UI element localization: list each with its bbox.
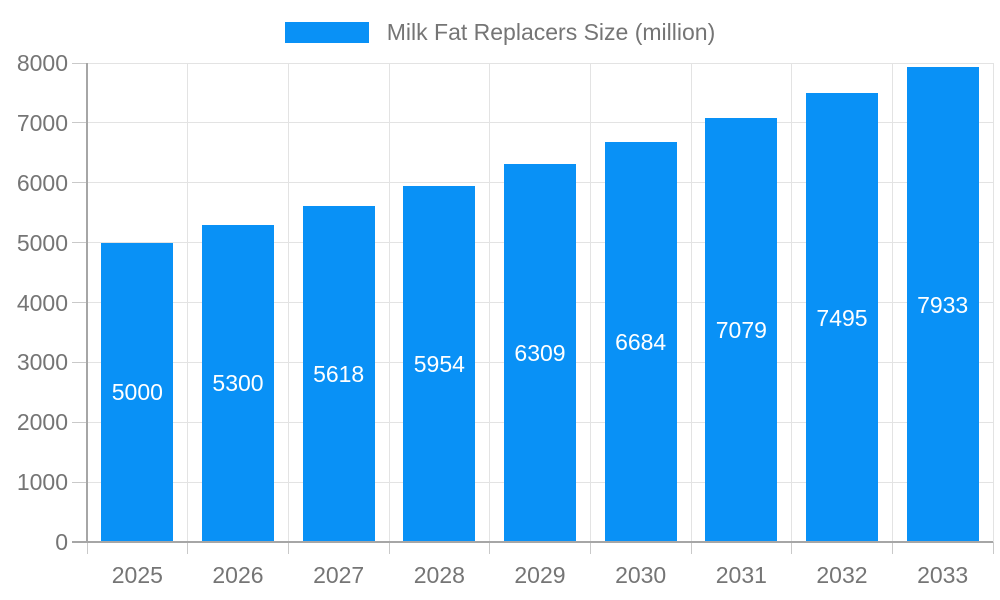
x-axis-tick — [791, 542, 793, 554]
x-axis-tick — [992, 542, 994, 554]
y-gridline — [87, 122, 993, 124]
bar-value-label: 5954 — [413, 350, 465, 377]
y-axis-label: 4000 — [16, 289, 68, 316]
legend-swatch — [284, 21, 369, 43]
bar-2031 — [705, 118, 778, 541]
y-axis-tick — [72, 62, 87, 64]
y-axis-tick — [72, 421, 87, 423]
x-axis-tick — [86, 542, 88, 554]
bar-value-label: 5300 — [212, 370, 264, 397]
y-axis-label: 0 — [55, 529, 68, 555]
y-axis-tick — [72, 182, 87, 184]
bar-2032 — [806, 93, 878, 541]
x-axis-tick — [187, 542, 189, 554]
y-axis-tick — [72, 361, 87, 363]
bar-2025 — [101, 242, 174, 541]
x-axis-label: 2026 — [212, 562, 264, 588]
y-axis-label: 1000 — [16, 469, 68, 496]
x-axis-tick — [287, 542, 289, 554]
bar-value-label: 7933 — [917, 291, 969, 318]
x-axis-label: 2029 — [514, 562, 566, 588]
x-gridline — [791, 63, 793, 542]
bar-value-label: 7079 — [715, 317, 767, 344]
y-axis-line — [86, 63, 88, 542]
bar-2028 — [403, 185, 476, 541]
x-gridline — [388, 63, 390, 542]
x-gridline — [287, 63, 289, 542]
y-axis-tick — [72, 481, 87, 483]
y-axis-label: 2000 — [16, 409, 68, 436]
x-gridline — [891, 63, 893, 542]
x-gridline — [187, 63, 189, 542]
y-axis-label: 5000 — [16, 229, 68, 256]
x-axis-tick — [589, 542, 591, 554]
y-axis-tick — [72, 302, 87, 303]
x-axis-label: 2033 — [917, 562, 969, 588]
bar-value-label: 5618 — [313, 360, 365, 387]
y-axis-tick — [72, 122, 87, 124]
x-axis-tick — [690, 542, 692, 554]
bar-2027 — [302, 205, 375, 541]
legend: Milk Fat Replacers Size (million) — [0, 18, 1000, 46]
x-gridline — [589, 63, 591, 542]
x-gridline — [690, 63, 692, 542]
bar-2033 — [906, 67, 979, 541]
legend-label: Milk Fat Replacers Size (million) — [386, 18, 716, 45]
y-axis-tick — [72, 242, 87, 244]
x-gridline — [489, 63, 491, 542]
y-axis-label: 6000 — [16, 169, 68, 196]
x-axis-label: 2025 — [111, 562, 163, 588]
bar-2030 — [604, 141, 677, 541]
x-axis-label: 2028 — [413, 562, 465, 588]
x-axis-tick — [388, 542, 390, 554]
x-axis-label: 2030 — [615, 562, 667, 588]
bar-value-label: 6309 — [514, 340, 566, 367]
x-axis-line — [72, 541, 993, 543]
bar-value-label: 6684 — [615, 328, 667, 355]
x-gridline — [992, 63, 994, 542]
bar-2029 — [504, 164, 576, 541]
x-axis-tick — [891, 542, 893, 554]
y-axis-label: 3000 — [16, 349, 68, 376]
x-axis-label: 2031 — [715, 562, 767, 588]
bar-value-label: 7495 — [816, 304, 868, 331]
bar-value-label: 5000 — [111, 379, 163, 406]
bar-2026 — [202, 224, 274, 541]
x-axis-tick — [489, 542, 491, 554]
x-axis-label: 2027 — [313, 562, 365, 588]
x-axis-label: 2032 — [816, 562, 868, 588]
y-gridline — [87, 62, 993, 64]
y-axis-label: 8000 — [16, 50, 68, 76]
y-axis-label: 7000 — [16, 109, 68, 136]
